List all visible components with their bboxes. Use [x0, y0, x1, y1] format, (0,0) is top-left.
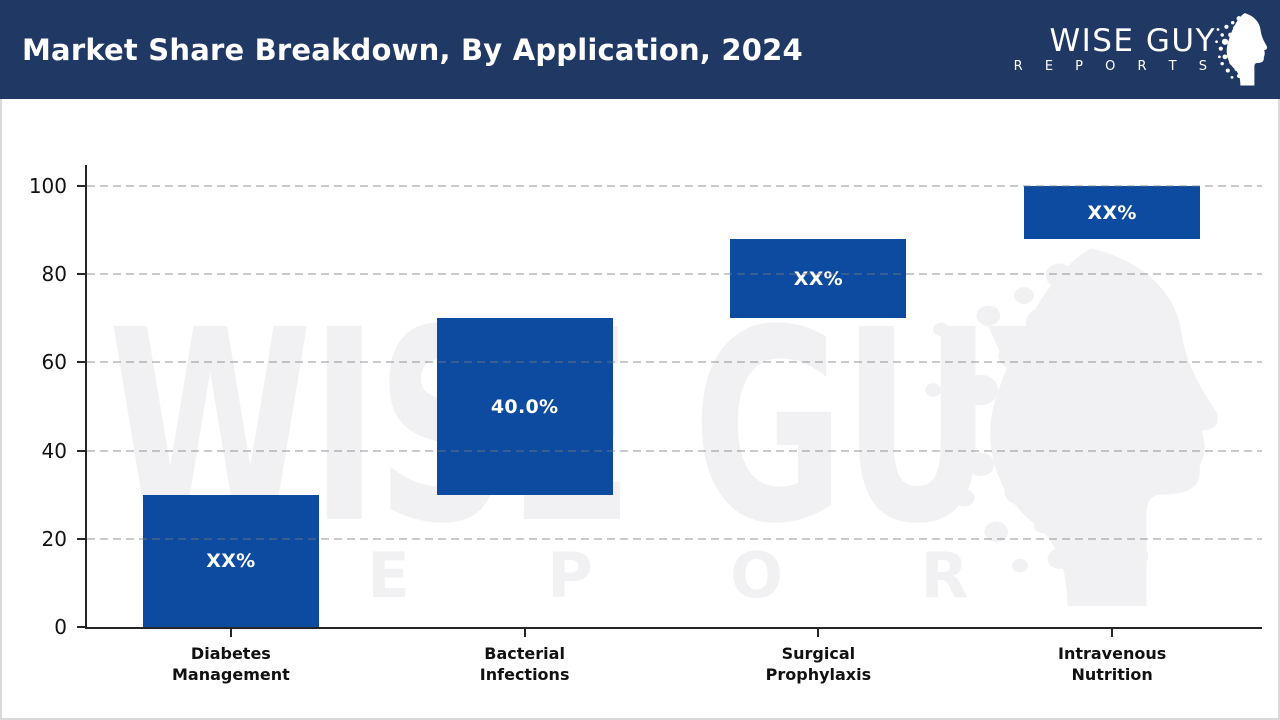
y-gridline-60	[87, 361, 1262, 364]
y-tick-mark	[77, 273, 85, 276]
x-category-label: Bacterial Infections	[415, 643, 635, 685]
y-tick-label: 100	[28, 174, 67, 199]
x-category-label-line: Intravenous	[1057, 644, 1167, 663]
y-tick-label: 0	[54, 615, 67, 639]
bar-value-label: XX%	[793, 267, 843, 290]
y-tick-mark	[77, 537, 85, 540]
y-tick-mark	[77, 361, 85, 364]
x-category-label: Diabetes Management	[121, 643, 341, 685]
bar-segment-2: 40.0%	[436, 318, 613, 495]
y-tick-label: 20	[41, 526, 67, 551]
brand-logo: WISE GUY R E P O R T S	[1014, 0, 1274, 99]
y-tick-label: 80	[41, 262, 67, 287]
brand-subname: R E P O R T S	[1013, 59, 1216, 74]
bar-segment-3: XX%	[730, 239, 907, 319]
wiseguy-head-icon	[1215, 12, 1267, 86]
y-tick-mark	[77, 626, 85, 628]
x-category-label-line: Nutrition	[1071, 665, 1153, 684]
x-category-label-line: Diabetes	[190, 644, 271, 663]
bar-value-label: 40.0%	[490, 395, 559, 418]
y-tick-mark	[77, 449, 85, 452]
y-gridline-40	[87, 449, 1262, 452]
header: Market Share Breakdown, By Application, …	[0, 0, 1280, 99]
x-category-label: Intravenous Nutrition	[1002, 643, 1222, 685]
page-title: Market Share Breakdown, By Application, …	[22, 32, 803, 67]
x-category-label-line: Bacterial	[484, 644, 565, 663]
brand-logo-text: WISE GUY R E P O R T S	[1014, 24, 1216, 75]
y-tick-mark	[77, 185, 85, 188]
x-category-label-line: Prophylaxis	[765, 665, 872, 684]
x-category-label-line: Infections	[479, 665, 570, 684]
x-tick-mark	[817, 629, 820, 637]
x-tick-mark	[1111, 629, 1114, 637]
bar-value-label: XX%	[206, 549, 256, 572]
brand-name: WISE GUY	[1049, 23, 1216, 59]
bar-value-label: XX%	[1087, 201, 1137, 224]
y-gridline-80	[87, 273, 1262, 276]
y-tick-label: 40	[41, 438, 67, 463]
y-tick-label: 60	[41, 350, 67, 375]
x-tick-mark	[229, 629, 232, 637]
x-tick-mark	[523, 629, 526, 637]
bar-segment-1: XX%	[142, 494, 319, 627]
x-category-label-line: Management	[171, 665, 290, 684]
page-border-right	[1278, 99, 1280, 720]
page-border-left	[0, 99, 2, 720]
plot-area: 0 20 40 60 80 100 XX% Diabetes Management 40.0% Ba…	[29, 165, 1262, 684]
bar-segment-4: XX%	[1024, 186, 1201, 240]
page-border-bottom	[0, 718, 1280, 720]
x-category-label-line: Surgical	[781, 644, 856, 663]
x-category-label: Surgical Prophylaxis	[708, 643, 928, 685]
